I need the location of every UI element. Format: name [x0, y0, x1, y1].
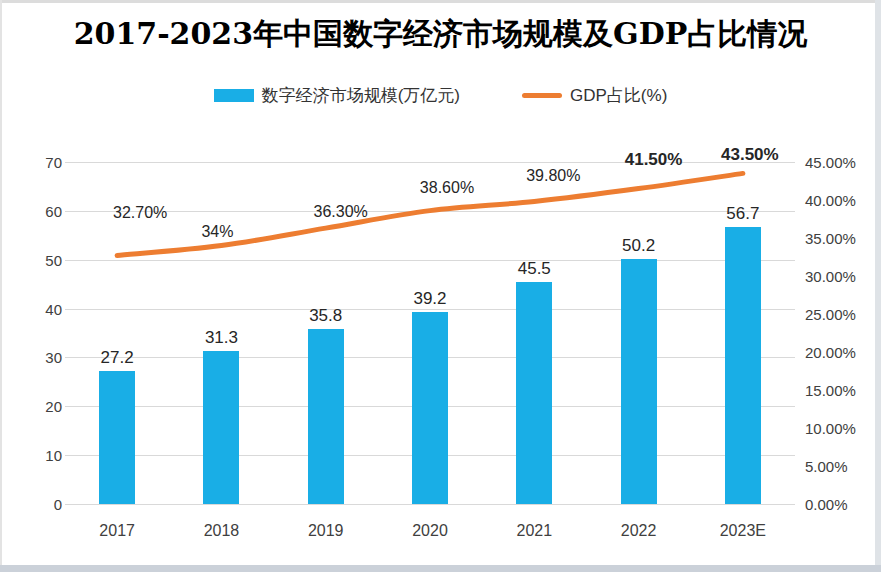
- bar-value-label: 50.2: [622, 236, 655, 256]
- plot-area: 70605040302010045.00%40.00%35.00%30.00%2…: [0, 0, 881, 572]
- x-axis-category-label: 2022: [621, 522, 657, 540]
- right-axis-tick-label: 30.00%: [805, 268, 856, 285]
- left-axis-tick-label: 0: [54, 496, 62, 513]
- line-value-label: 38.60%: [420, 179, 474, 197]
- bar-value-label: 56.7: [726, 204, 759, 224]
- left-axis-tick-label: 10: [45, 447, 62, 464]
- x-axis-category-label: 2017: [99, 522, 135, 540]
- bar-2020: [412, 312, 448, 504]
- bar-2022: [621, 259, 657, 504]
- right-axis-tick-label: 15.00%: [805, 382, 856, 399]
- x-axis-category-label: 2019: [308, 522, 344, 540]
- left-axis-tick-label: 50: [45, 251, 62, 268]
- gridline: [65, 260, 795, 261]
- right-axis-tick-label: 45.00%: [805, 154, 856, 171]
- left-axis-tick-label: 70: [45, 154, 62, 171]
- gridline: [65, 211, 795, 212]
- right-axis-tick-label: 25.00%: [805, 306, 856, 323]
- x-axis-category-label: 2018: [204, 522, 240, 540]
- right-axis-tick-label: 35.00%: [805, 230, 856, 247]
- x-axis-category-label: 2021: [516, 522, 552, 540]
- bar-2023E: [725, 227, 761, 504]
- right-axis-tick-label: 5.00%: [805, 458, 848, 475]
- line-value-label: 36.30%: [314, 203, 368, 221]
- bar-2021: [516, 282, 552, 504]
- gridline: [65, 162, 795, 163]
- x-axis-category-label: 2020: [412, 522, 448, 540]
- line-value-label: 32.70%: [113, 204, 167, 222]
- left-axis-tick-label: 20: [45, 398, 62, 415]
- left-axis-tick-label: 40: [45, 300, 62, 317]
- left-axis-tick-label: 30: [45, 349, 62, 366]
- chart-card: 2017-2023年中国数字经济市场规模及GDP占比情况 数字经济市场规模(万亿…: [0, 0, 881, 572]
- line-value-label: 39.80%: [526, 167, 580, 185]
- bar-2019: [308, 329, 344, 504]
- right-axis-tick-label: 20.00%: [805, 344, 856, 361]
- bar-value-label: 31.3: [205, 328, 238, 348]
- left-axis-tick-label: 60: [45, 202, 62, 219]
- right-axis-tick-label: 10.00%: [805, 420, 856, 437]
- bar-value-label: 45.5: [518, 259, 551, 279]
- bar-value-label: 27.2: [101, 348, 134, 368]
- bar-2018: [203, 351, 239, 504]
- right-axis-tick-label: 40.00%: [805, 192, 856, 209]
- line-value-label: 41.50%: [625, 150, 683, 170]
- line-value-label: 34%: [201, 223, 233, 241]
- bar-2017: [99, 371, 135, 504]
- line-value-label: 43.50%: [721, 145, 779, 165]
- right-axis-tick-label: 0.00%: [805, 496, 848, 513]
- bar-value-label: 35.8: [309, 306, 342, 326]
- gridline: [65, 504, 795, 505]
- x-axis-category-label: 2023E: [720, 522, 766, 540]
- bar-value-label: 39.2: [413, 289, 446, 309]
